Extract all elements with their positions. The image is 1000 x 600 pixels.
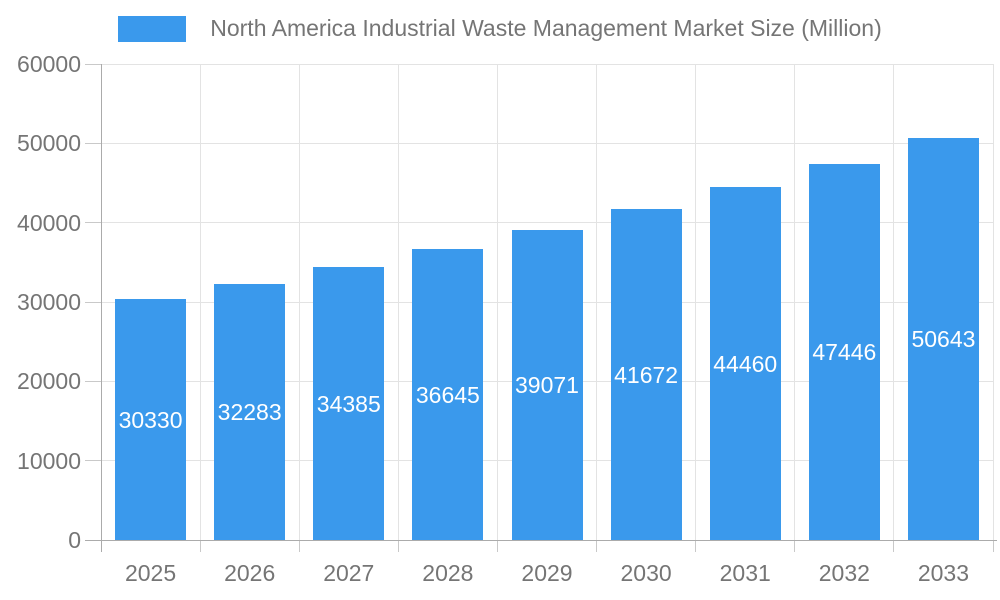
gridline-horizontal: [101, 222, 993, 224]
x-axis-tick: [695, 540, 697, 552]
x-axis-label: 2029: [521, 560, 573, 586]
gridline-vertical: [794, 64, 796, 540]
gridline-vertical: [992, 64, 994, 540]
gridline-horizontal: [101, 142, 993, 144]
bar[interactable]: [709, 187, 781, 540]
x-axis-tick: [199, 540, 201, 552]
gridline-horizontal: [101, 63, 993, 65]
legend-label: North America Industrial Waste Managemen…: [210, 15, 882, 41]
x-axis-tick: [794, 540, 796, 552]
bar[interactable]: [214, 283, 286, 540]
x-axis-tick: [397, 540, 399, 552]
bar[interactable]: [907, 138, 979, 540]
x-axis-tick: [893, 540, 895, 552]
bar[interactable]: [808, 163, 880, 540]
bar[interactable]: [313, 267, 385, 540]
x-axis-tick: [596, 540, 598, 552]
gridline-vertical: [397, 64, 399, 540]
bar[interactable]: [610, 209, 682, 540]
x-axis-line: [85, 540, 997, 541]
y-axis-label: 0: [68, 527, 81, 553]
bar[interactable]: [412, 249, 484, 540]
x-axis-tick: [298, 540, 300, 552]
x-axis-label: 2026: [224, 560, 276, 586]
gridline-vertical: [496, 64, 498, 540]
y-axis-tick: [85, 222, 101, 224]
gridline-vertical: [199, 64, 201, 540]
y-axis-label: 60000: [17, 51, 81, 77]
y-axis-label: 40000: [17, 209, 81, 236]
y-axis-label: 50000: [17, 130, 81, 157]
bar[interactable]: [511, 230, 583, 540]
y-axis-label: 20000: [17, 368, 81, 395]
gridline-vertical: [298, 64, 300, 540]
gridline-vertical: [893, 64, 895, 540]
y-axis-label: 30000: [17, 289, 81, 315]
legend-item[interactable]: North America Industrial Waste Managemen…: [0, 15, 1000, 42]
x-axis-label: 2032: [818, 560, 870, 586]
y-axis-tick: [85, 301, 101, 303]
y-axis-line: [101, 64, 102, 552]
y-axis-tick: [85, 460, 101, 462]
x-axis-label: 2030: [620, 560, 672, 586]
gridline-vertical: [695, 64, 697, 540]
x-axis-label: 2033: [917, 560, 970, 586]
x-axis-label: 2031: [719, 560, 771, 586]
legend-swatch-icon: [118, 15, 187, 42]
x-axis-label: 2025: [124, 560, 177, 586]
y-axis-label: 10000: [17, 447, 81, 474]
y-axis-tick: [85, 380, 101, 382]
bar[interactable]: [115, 299, 187, 540]
x-axis-tick: [992, 540, 994, 552]
x-axis-label: 2028: [422, 560, 474, 586]
gridline-vertical: [596, 64, 598, 540]
y-axis-tick: [85, 63, 101, 65]
x-axis-tick: [496, 540, 498, 552]
x-axis-label: 2027: [323, 560, 375, 586]
y-axis-tick: [85, 142, 101, 144]
